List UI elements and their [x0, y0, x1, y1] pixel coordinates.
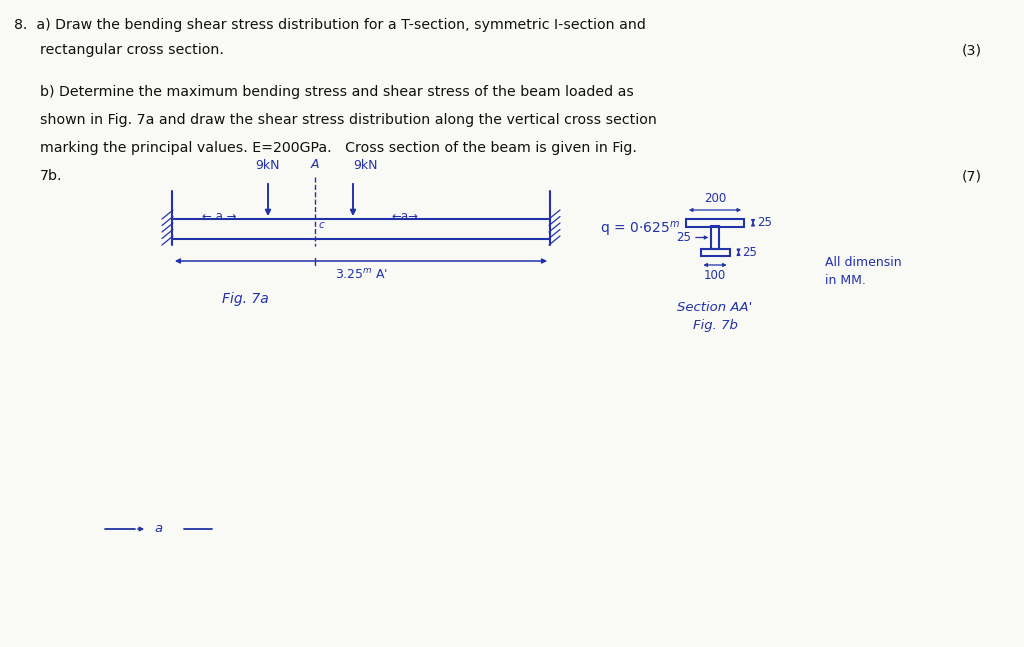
Text: Section AA': Section AA' — [677, 301, 753, 314]
Text: a: a — [155, 523, 163, 536]
Text: q = 0·625$^m$: q = 0·625$^m$ — [600, 219, 680, 239]
Text: 3.25$^m$ A': 3.25$^m$ A' — [335, 268, 387, 282]
Text: marking the principal values. E=200GPa.   Cross section of the beam is given in : marking the principal values. E=200GPa. … — [40, 141, 637, 155]
Text: (3): (3) — [962, 43, 982, 57]
Text: 25: 25 — [757, 216, 772, 229]
Text: Fig. 7a: Fig. 7a — [221, 292, 268, 306]
Text: (7): (7) — [962, 169, 982, 183]
Text: 200: 200 — [703, 192, 726, 205]
Text: shown in Fig. 7a and draw the shear stress distribution along the vertical cross: shown in Fig. 7a and draw the shear stre… — [40, 113, 656, 127]
Text: 9kN: 9kN — [256, 159, 281, 172]
Bar — [712, 226, 719, 248]
Text: b) Determine the maximum bending stress and shear stress of the beam loaded as: b) Determine the maximum bending stress … — [40, 85, 634, 99]
Bar — [686, 219, 744, 226]
Text: in MM.: in MM. — [825, 274, 866, 287]
Text: 8.  a) Draw the bending shear stress distribution for a T-section, symmetric I-s: 8. a) Draw the bending shear stress dist… — [14, 18, 646, 32]
Text: 7b.: 7b. — [40, 169, 62, 183]
Text: 9kN: 9kN — [352, 159, 377, 172]
Text: 25: 25 — [676, 231, 691, 244]
Text: rectangular cross section.: rectangular cross section. — [40, 43, 224, 57]
Text: A: A — [310, 158, 318, 171]
Text: 100: 100 — [703, 269, 726, 282]
Text: All dimensin: All dimensin — [825, 256, 901, 269]
Text: Fig. 7b: Fig. 7b — [692, 319, 737, 332]
Text: ← a →: ← a → — [202, 210, 237, 223]
Text: c: c — [318, 220, 325, 230]
Text: ←a→: ←a→ — [391, 210, 419, 223]
Bar — [700, 248, 729, 256]
Text: 25: 25 — [742, 246, 758, 259]
